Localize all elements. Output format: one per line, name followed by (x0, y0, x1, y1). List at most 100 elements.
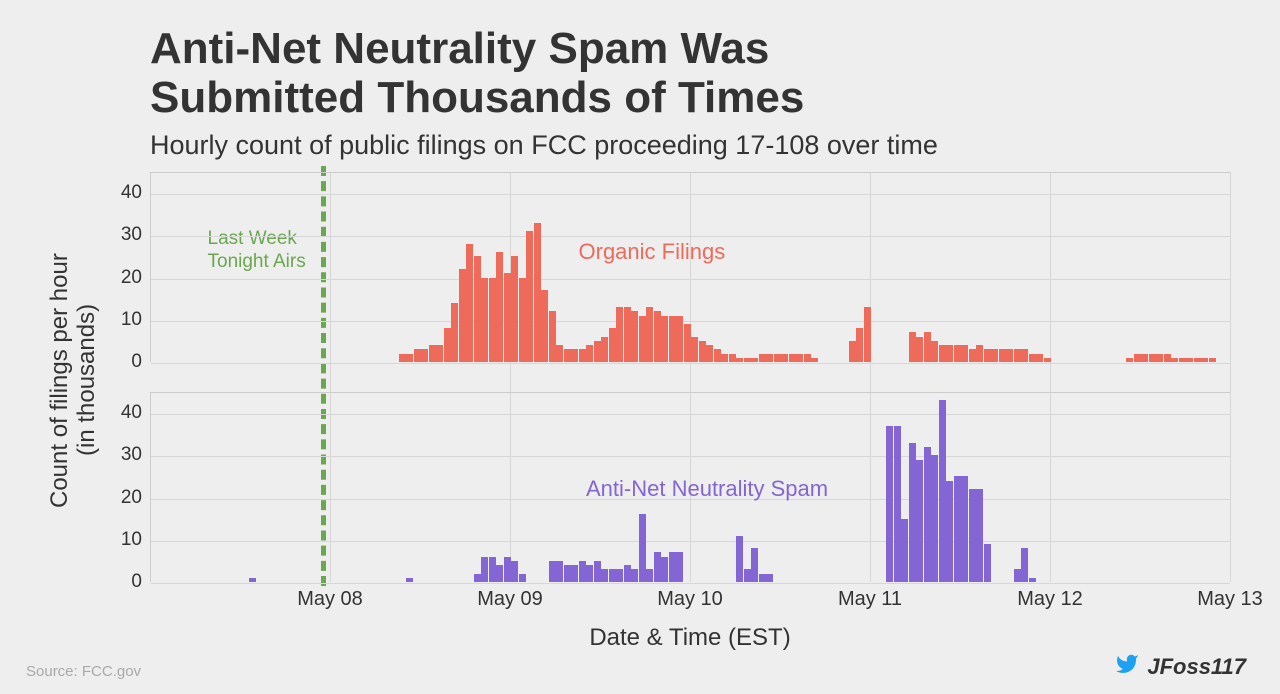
bar (969, 349, 976, 362)
bar (406, 354, 413, 362)
bar (1014, 349, 1021, 362)
bar (444, 328, 451, 362)
bar (781, 354, 788, 362)
credit: JFoss117 (1113, 652, 1246, 682)
x-tick-label: May 11 (838, 588, 902, 611)
bar (714, 349, 721, 362)
bar (631, 569, 638, 582)
bar (766, 354, 773, 362)
bar (1141, 354, 1148, 362)
bar (1156, 354, 1163, 362)
y-tick-label: 30 (121, 444, 142, 466)
bar (774, 354, 781, 362)
x-gridline (1230, 172, 1231, 582)
bar (886, 426, 893, 582)
x-tick-label: May 10 (657, 588, 723, 611)
bar (961, 345, 968, 362)
bar (1194, 358, 1201, 362)
bar (1201, 358, 1208, 362)
bar (684, 324, 691, 362)
bar (759, 574, 766, 582)
bar (1209, 358, 1216, 362)
x-tick-label: May 09 (477, 588, 543, 611)
bar (849, 341, 856, 362)
bar (991, 349, 998, 362)
bar (399, 354, 406, 362)
bar (654, 552, 661, 582)
bar (954, 476, 961, 582)
y-axis-label-line-1: Count of filings per hour (46, 253, 74, 508)
bar (601, 569, 608, 582)
bar (661, 316, 668, 362)
bar (466, 244, 473, 362)
bar (564, 349, 571, 362)
bar (429, 345, 436, 362)
bar (1029, 578, 1036, 582)
bar (766, 574, 773, 582)
bar (1126, 358, 1133, 362)
facet-label-spam: Anti-Net Neutrality Spam (586, 476, 828, 502)
bar (1186, 358, 1193, 362)
facet-label-organic: Organic Filings (579, 239, 726, 265)
bar (699, 341, 706, 362)
bar (1014, 569, 1021, 582)
bar (526, 231, 533, 362)
bar (759, 354, 766, 362)
bar (564, 565, 571, 582)
bar (571, 565, 578, 582)
bar (676, 552, 683, 582)
bar (999, 349, 1006, 362)
bar (961, 476, 968, 582)
bar (616, 569, 623, 582)
bar (624, 565, 631, 582)
bar (909, 332, 916, 362)
bar (931, 341, 938, 362)
y-tick-label: 40 (121, 182, 142, 204)
bar (489, 278, 496, 362)
bar (796, 354, 803, 362)
bar (541, 290, 548, 362)
bar (916, 337, 923, 362)
bar (969, 489, 976, 582)
bar (864, 307, 871, 362)
bar (586, 565, 593, 582)
y-gridline (151, 363, 1230, 364)
bar (1036, 354, 1043, 362)
bar (984, 349, 991, 362)
bar (661, 557, 668, 582)
bar (1179, 358, 1186, 362)
bar (639, 316, 646, 362)
bar (481, 278, 488, 362)
bar (519, 574, 526, 582)
bar (549, 311, 556, 362)
bar (511, 256, 518, 362)
bar (984, 544, 991, 582)
bar (976, 345, 983, 362)
y-axis-label-line-2: (in thousands) (73, 304, 101, 456)
bar (1021, 349, 1028, 362)
bar (646, 569, 653, 582)
bar (946, 481, 953, 582)
bar (811, 358, 818, 362)
bar (579, 349, 586, 362)
bar (924, 447, 931, 582)
bar (594, 561, 601, 582)
x-tick-label: May 12 (1017, 588, 1083, 611)
panel-organic: Organic Filings (150, 172, 1230, 362)
bar (894, 426, 901, 582)
bar (489, 557, 496, 582)
bar (924, 332, 931, 362)
bar (751, 548, 758, 582)
bar (729, 354, 736, 362)
bars-organic (151, 173, 1230, 362)
bar (556, 561, 563, 582)
y-tick-label: 40 (121, 402, 142, 424)
y-gridline (151, 583, 1230, 584)
bar (421, 349, 428, 362)
bar (736, 358, 743, 362)
bar (691, 337, 698, 362)
bar (556, 345, 563, 362)
bar (856, 328, 863, 362)
bar (504, 273, 511, 362)
bar (616, 307, 623, 362)
